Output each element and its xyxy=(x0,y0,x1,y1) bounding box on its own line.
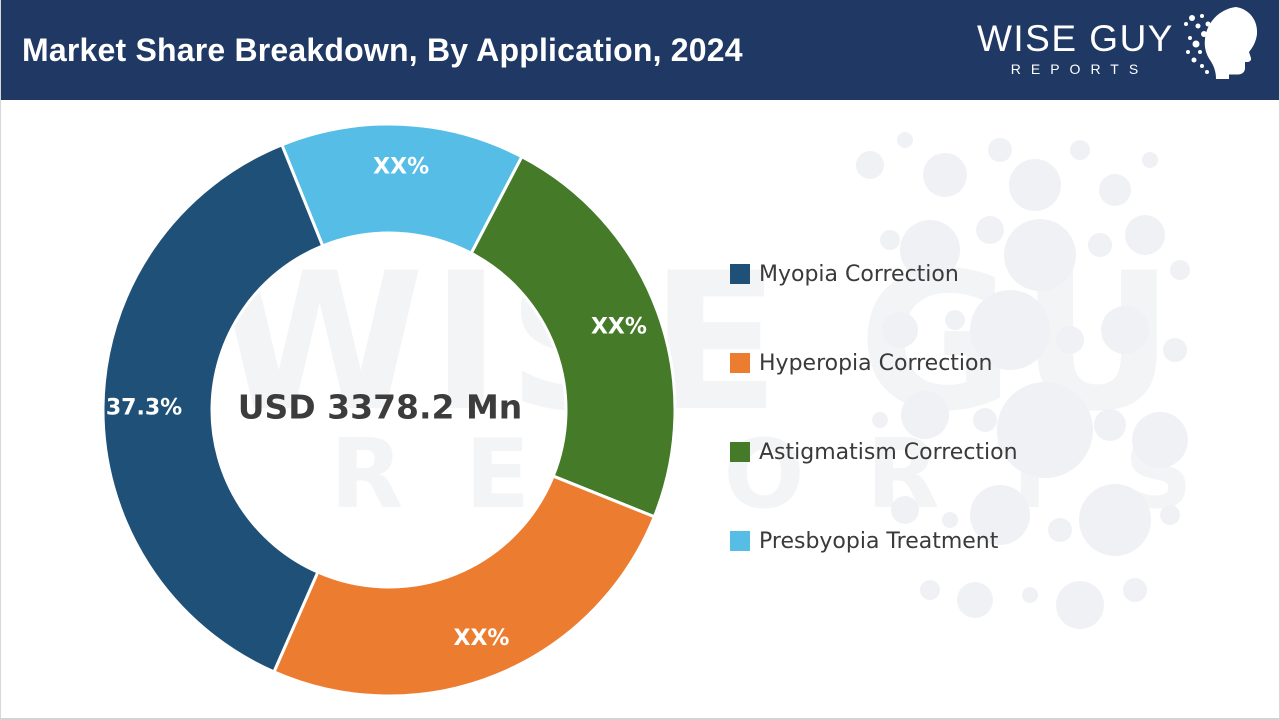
donut-center-value: USD 3378.2 Mn xyxy=(237,387,523,427)
legend-swatch xyxy=(730,353,750,373)
slice-label: XX% xyxy=(454,626,510,651)
brand-name: WISE GUY xyxy=(976,17,1174,59)
slice-label: XX% xyxy=(591,314,647,339)
legend-swatch xyxy=(730,442,750,462)
legend-item-myopia-correction: Myopia Correction xyxy=(730,261,959,287)
legend-label: Astigmatism Correction xyxy=(759,439,1018,465)
slice-label: 37.3% xyxy=(106,395,182,420)
header-bar: Market Share Breakdown, By Application, … xyxy=(0,0,1280,100)
legend-item-presbyopia-treatment: Presbyopia Treatment xyxy=(730,528,999,554)
legend-item-hyperopia-correction: Hyperopia Correction xyxy=(730,350,993,376)
watermark-dots-head xyxy=(856,132,1190,629)
brand-face-icon xyxy=(1184,7,1258,79)
donut-slice-hyperopia-correction xyxy=(271,474,657,698)
legend-label: Presbyopia Treatment xyxy=(759,528,999,554)
donut-slice-astigmatism-correction xyxy=(469,154,677,519)
legend-item-astigmatism-correction: Astigmatism Correction xyxy=(730,439,1018,465)
legend-swatch xyxy=(730,264,750,284)
legend-swatch xyxy=(730,531,750,551)
page-title: Market Share Breakdown, By Application, … xyxy=(22,31,743,68)
brand-subtitle: REPORTS xyxy=(1010,61,1149,78)
slice-label: XX% xyxy=(373,154,429,179)
legend-label: Hyperopia Correction xyxy=(759,350,993,376)
brand-logo: WISE GUY REPORTS xyxy=(977,4,1264,82)
legend-label: Myopia Correction xyxy=(759,261,959,287)
donut-slice-myopia-correction xyxy=(101,142,325,674)
